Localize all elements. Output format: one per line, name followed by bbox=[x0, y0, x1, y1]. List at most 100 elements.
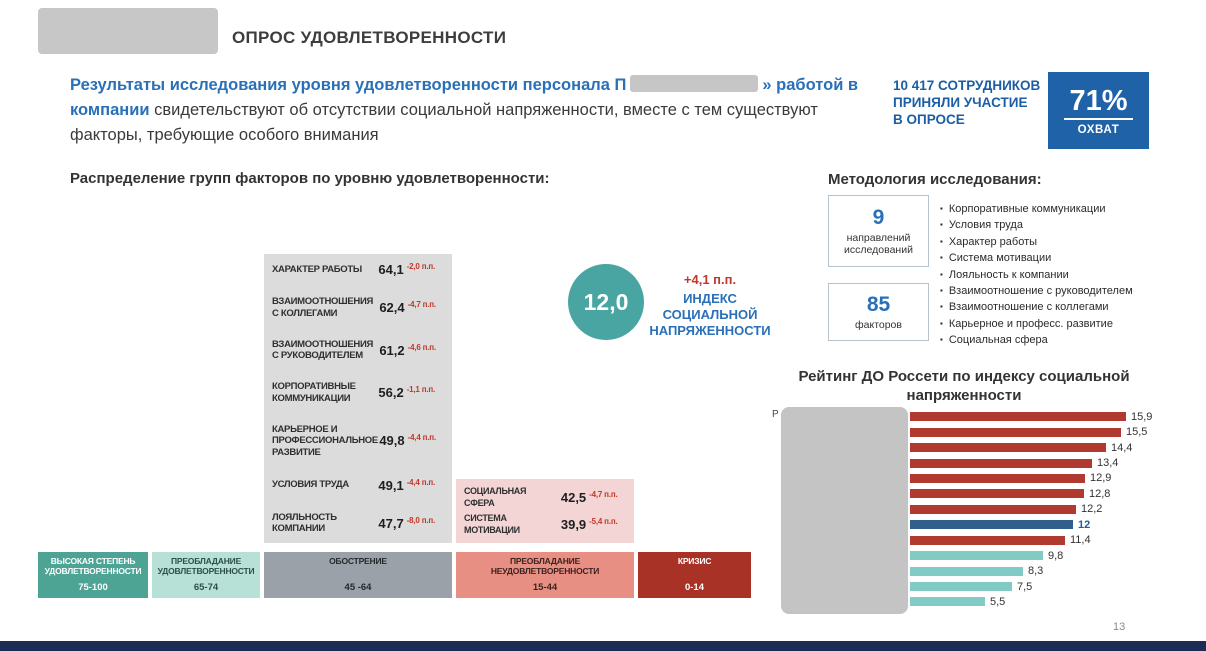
factor-value: 49,8 bbox=[379, 433, 405, 449]
rating-bar-row: 12 bbox=[910, 517, 1152, 532]
coverage-value: 71% bbox=[1064, 85, 1133, 120]
bullet-icon: ▪ bbox=[940, 286, 943, 296]
factors-count-label: факторов bbox=[855, 319, 902, 331]
scale-segment-label: ПРЕОБЛАДАНИЕ НЕУДОВЛЕТВОРЕННОСТИ bbox=[490, 556, 600, 576]
methodology-item: ▪ Корпоративные коммуникации bbox=[940, 201, 1175, 217]
factor-row: ЛОЯЛЬНОСТЬ КОМПАНИИ 47,7 -8,0 п.п. bbox=[272, 512, 444, 535]
methodology-item-label: Карьерное и професс. развитие bbox=[948, 317, 1113, 330]
scale-segment-range: 0-14 bbox=[684, 582, 704, 593]
rating-bar-row: 9,8 bbox=[910, 548, 1152, 563]
methodology-title: Методология исследования: bbox=[828, 171, 1042, 188]
intro-paragraph: Результаты исследования уровня удовлетво… bbox=[70, 73, 888, 148]
tension-index-block: +4,1 п.п. ИНДЕКС СОЦИАЛЬНОЙ НАПРЯЖЕННОСТ… bbox=[648, 272, 772, 339]
rating-bar bbox=[910, 551, 1043, 561]
distribution-title: Распределение групп факторов по уровню у… bbox=[70, 170, 550, 187]
factor-name: КАРЬЕРНОЕ И ПРОФЕССИОНАЛЬНОЕ РАЗВИТИЕ bbox=[272, 423, 378, 458]
tension-index-label-line: ИНДЕКС bbox=[683, 291, 737, 306]
rating-bar bbox=[910, 582, 1012, 592]
methodology-item-label: Система мотивации bbox=[948, 252, 1052, 265]
scale-segment-range: 15-44 bbox=[532, 582, 558, 593]
page-title: ОПРОС УДОВЛЕТВОРЕННОСТИ bbox=[232, 28, 507, 47]
directions-count: 9 bbox=[872, 206, 885, 229]
rating-bar-value: 12,8 bbox=[1089, 487, 1111, 500]
rating-bar bbox=[910, 443, 1106, 453]
satisfaction-scale: ВЫСОКАЯ СТЕПЕНЬ УДОВЛЕТВОРЕННОСТИ 75-100 П… bbox=[38, 552, 751, 598]
rating-title: Рейтинг ДО Россети по индексу социальной… bbox=[798, 368, 1130, 404]
scale-segment-label: КРИЗИС bbox=[677, 556, 712, 566]
page-number: 13 bbox=[1113, 621, 1126, 633]
methodology-item: ▪ Система мотивации bbox=[940, 250, 1175, 266]
bullet-icon: ▪ bbox=[940, 302, 943, 312]
redacted-subsidiary-names bbox=[781, 407, 908, 614]
factor-name: ХАРАКТЕР РАБОТЫ bbox=[272, 263, 362, 275]
rating-bar-row: 12,8 bbox=[910, 486, 1152, 501]
factors-count-box: 85 факторов bbox=[828, 283, 929, 341]
factor-value: 64,1 bbox=[378, 262, 404, 277]
rating-bar bbox=[910, 597, 985, 607]
rating-bar-value: 15,9 bbox=[1131, 410, 1153, 423]
scale-segment-label: ВЫСОКАЯ СТЕПЕНЬ УДОВЛЕТВОРЕННОСТИ bbox=[44, 556, 142, 576]
rating-bar bbox=[910, 458, 1092, 468]
methodology-item: ▪ Карьерное и професс. развитие bbox=[940, 316, 1175, 332]
scale-segment: ПРЕОБЛАДАНИЕ УДОВЛЕТВОРЕННОСТИ 65-74 bbox=[152, 552, 260, 598]
factor-row: ВЗАИМООТНОШЕНИЯ С РУКОВОДИТЕЛЕМ 61,2 -4,6 … bbox=[272, 339, 444, 362]
rating-bar bbox=[910, 566, 1023, 576]
factor-delta: -8,0 п.п. bbox=[406, 515, 436, 525]
methodology-item: ▪ Условия труда bbox=[940, 217, 1175, 233]
factor-delta: -4,7 п.п. bbox=[407, 300, 437, 310]
rating-bar-row: 15,9 bbox=[910, 409, 1152, 424]
rating-bar bbox=[910, 473, 1085, 483]
factor-row: ХАРАКТЕР РАБОТЫ 64,1 -2,0 п.п. bbox=[272, 262, 444, 277]
coverage-label: ОХВАТ bbox=[1077, 124, 1120, 136]
rating-bar-row: 8,3 bbox=[910, 563, 1152, 578]
factor-delta: -2,0 п.п. bbox=[406, 262, 436, 271]
redacted-company-name bbox=[630, 75, 759, 92]
factors-panel-dissatisfaction: СОЦИАЛЬНАЯ СФЕРА 42,5 -4,7 п.п. СИСТЕМА МОТ… bbox=[456, 479, 634, 543]
scale-segment-label: ОБОСТРЕНИЕ bbox=[329, 556, 387, 566]
tension-rating-chart: 15,9 15,5 14,4 13,4 12,9 12,8 12,2 12 11,4 9,8 8,3… bbox=[910, 409, 1152, 610]
factor-name: ВЗАИМООТНОШЕНИЯ С РУКОВОДИТЕЛЕМ bbox=[272, 338, 374, 362]
factor-value: 62,4 bbox=[379, 300, 405, 316]
factor-name: СИСТЕМА МОТИВАЦИИ bbox=[464, 513, 520, 535]
factor-value: 49,1 bbox=[378, 477, 404, 493]
factor-row: ВЗАИМООТНОШЕНИЯ С КОЛЛЕГАМИ 62,4 -4,7 п.п. bbox=[272, 296, 444, 319]
rating-bar-row: 12,9 bbox=[910, 471, 1152, 486]
methodology-item-label: Условия труда bbox=[948, 219, 1023, 232]
factor-name: КОРПОРАТИВНЫЕ КОММУНИКАЦИИ bbox=[272, 381, 356, 404]
factor-value: 61,2 bbox=[379, 342, 405, 358]
methodology-item: ▪ Социальная сфера bbox=[940, 332, 1175, 348]
factor-delta: -4,4 п.п. bbox=[406, 477, 436, 487]
factor-delta: -4,7 п.п. bbox=[589, 490, 618, 499]
bullet-icon: ▪ bbox=[940, 220, 943, 230]
rating-bar bbox=[910, 427, 1121, 437]
factor-name: ВЗАИМООТНОШЕНИЯ С КОЛЛЕГАМИ bbox=[272, 296, 374, 319]
tension-index-label-line: СОЦИАЛЬНОЙ bbox=[662, 307, 758, 322]
rating-bar-value: 5,5 bbox=[990, 595, 1006, 608]
footer-bar bbox=[0, 641, 1206, 651]
intro-lead-tail: » работой в компании bbox=[70, 76, 859, 119]
rating-bar bbox=[910, 412, 1126, 422]
rating-bar-value: 13,4 bbox=[1097, 457, 1119, 470]
factor-value: 56,2 bbox=[378, 385, 404, 401]
scale-segment-label: ПРЕОБЛАДАНИЕ УДОВЛЕТВОРЕННОСТИ bbox=[157, 556, 255, 576]
factor-row: КОРПОРАТИВНЫЕ КОММУНИКАЦИИ 56,2 -1,1 п.п. bbox=[272, 381, 444, 404]
scale-segment-range: 65-74 bbox=[193, 582, 219, 593]
factor-delta: -5,4 п.п. bbox=[589, 517, 618, 526]
factor-name: УСЛОВИЯ ТРУДА bbox=[272, 479, 349, 491]
rating-bar-value: 9,8 bbox=[1048, 549, 1064, 562]
tension-index-label: ИНДЕКС СОЦИАЛЬНОЙ НАПРЯЖЕННОСТИ bbox=[648, 291, 772, 339]
rating-bar-row: 14,4 bbox=[910, 440, 1152, 455]
methodology-item: ▪ Взаимоотношение с руководителем bbox=[940, 283, 1175, 299]
tension-index-delta: +4,1 п.п. bbox=[683, 272, 737, 287]
methodology-item-label: Социальная сфера bbox=[948, 334, 1048, 347]
scale-segment: ОБОСТРЕНИЕ 45 -64 bbox=[264, 552, 452, 598]
factor-delta: -1,1 п.п. bbox=[406, 385, 436, 395]
factor-delta: -4,6 п.п. bbox=[407, 342, 437, 352]
factor-value: 42,5 bbox=[560, 490, 587, 505]
methodology-item-label: Характер работы bbox=[948, 235, 1038, 248]
intro-lead: Результаты исследования уровня удовлетво… bbox=[70, 76, 627, 94]
methodology-item: ▪ Лояльность к компании bbox=[940, 267, 1175, 283]
factor-row: УСЛОВИЯ ТРУДА 49,1 -4,4 п.п. bbox=[272, 478, 444, 493]
participation-block: 10 417 СОТРУДНИКОВ ПРИНЯЛИ УЧАСТИЕ В ОПР… bbox=[893, 77, 1043, 128]
rating-label-fragment: Р bbox=[772, 409, 779, 420]
